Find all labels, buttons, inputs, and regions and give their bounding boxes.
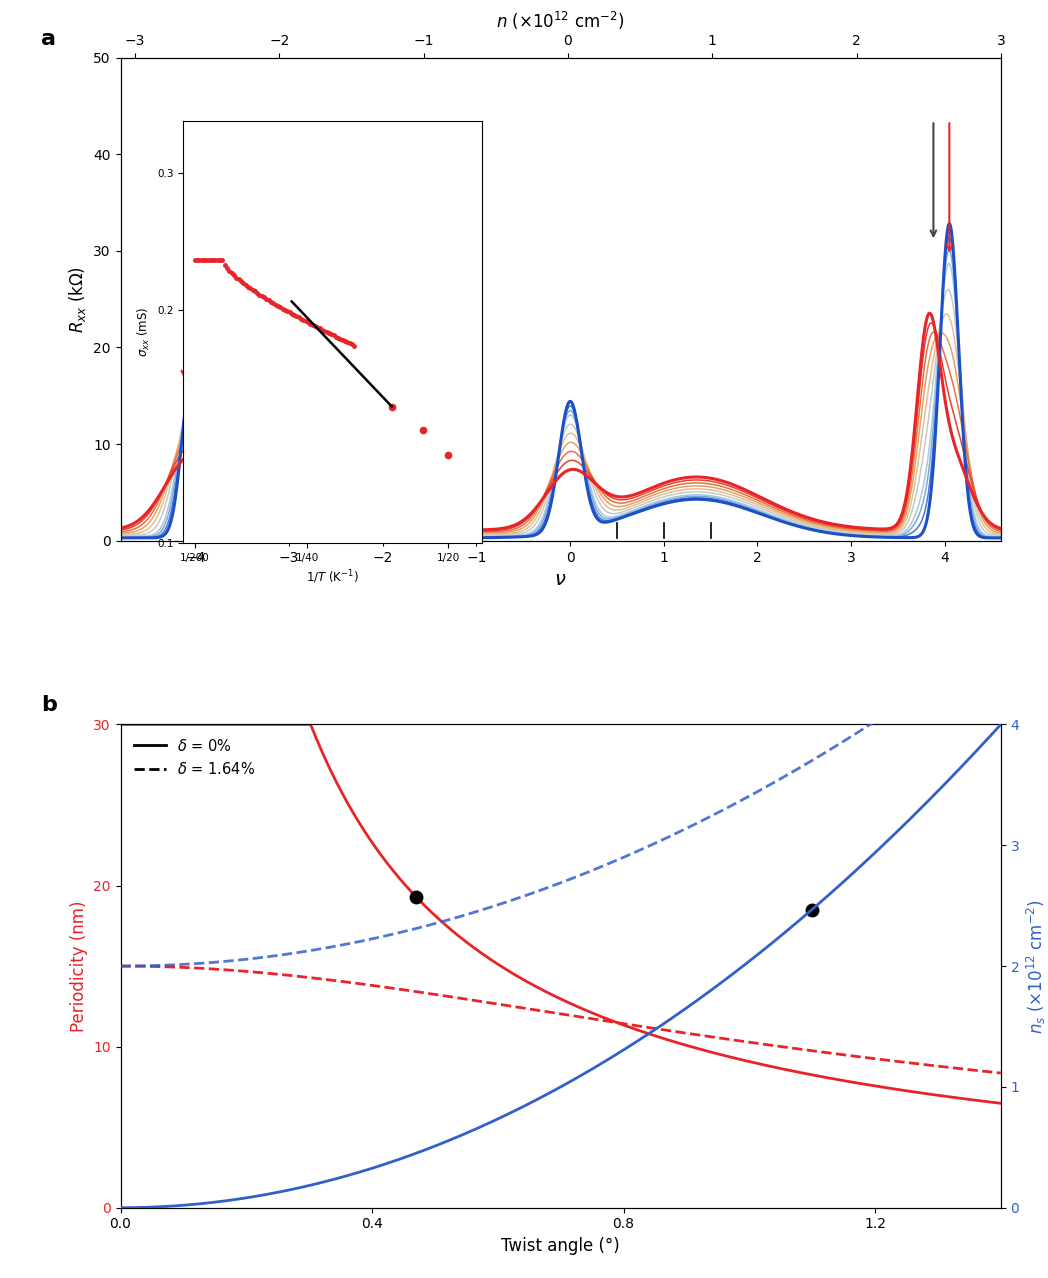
X-axis label: $\nu$: $\nu$: [554, 570, 567, 589]
Legend: $\delta$ = 0%, $\delta$ = 1.64%: $\delta$ = 0%, $\delta$ = 1.64%: [128, 732, 261, 782]
Text: 80 K: 80 K: [364, 442, 398, 456]
Text: 5 K: 5 K: [364, 473, 389, 488]
Text: a: a: [41, 28, 57, 49]
Y-axis label: $R_{xx}$ (k$\Omega$): $R_{xx}$ (k$\Omega$): [67, 266, 88, 332]
Y-axis label: Periodicity (nm): Periodicity (nm): [69, 900, 88, 1031]
Y-axis label: $n_s$ ($\times$10$^{12}$ cm$^{-2}$): $n_s$ ($\times$10$^{12}$ cm$^{-2}$): [1025, 898, 1048, 1034]
Y-axis label: $\sigma_{xx}$ (mS): $\sigma_{xx}$ (mS): [135, 307, 152, 358]
Text: b: b: [41, 695, 58, 716]
X-axis label: Twist angle (°): Twist angle (°): [501, 1237, 620, 1255]
X-axis label: $n$ ($\times$10$^{12}$ cm$^{-2}$): $n$ ($\times$10$^{12}$ cm$^{-2}$): [497, 10, 625, 32]
X-axis label: $1/T$ (K$^{-1}$): $1/T$ (K$^{-1}$): [306, 569, 359, 587]
